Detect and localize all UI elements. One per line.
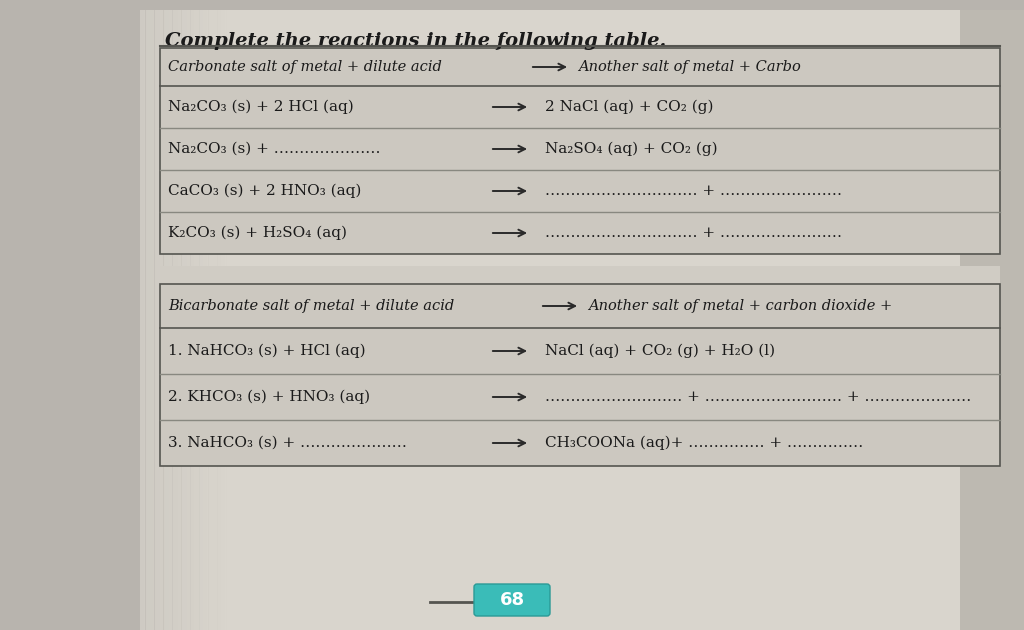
Bar: [160, 48, 1000, 254]
Bar: [200, 10, 202, 630]
Text: ………………………… + ……………………: ………………………… + ……………………: [545, 226, 842, 240]
Bar: [160, 10, 162, 630]
Bar: [172, 10, 174, 630]
Bar: [181, 10, 183, 630]
Bar: [162, 10, 164, 630]
Bar: [151, 10, 153, 630]
Text: 3. NaHCO₃ (s) + …………………: 3. NaHCO₃ (s) + …………………: [168, 436, 407, 450]
Bar: [216, 10, 218, 630]
Bar: [217, 10, 219, 630]
Text: K₂CO₃ (s) + H₂SO₄ (aq): K₂CO₃ (s) + H₂SO₄ (aq): [168, 226, 347, 240]
Text: 2. KHCO₃ (s) + HNO₃ (aq): 2. KHCO₃ (s) + HNO₃ (aq): [168, 390, 370, 404]
Text: ………………………… + ……………………: ………………………… + ……………………: [545, 184, 842, 198]
Bar: [210, 10, 212, 630]
Bar: [228, 10, 230, 630]
Bar: [221, 10, 223, 630]
Bar: [176, 10, 178, 630]
Bar: [196, 10, 198, 630]
Text: 2 NaCl (aq) + CO₂ (g): 2 NaCl (aq) + CO₂ (g): [545, 100, 714, 114]
Text: Carbonate salt of metal + dilute acid: Carbonate salt of metal + dilute acid: [168, 60, 442, 74]
Bar: [158, 10, 160, 630]
Bar: [145, 10, 147, 630]
Bar: [193, 10, 195, 630]
Bar: [140, 10, 142, 630]
Bar: [209, 10, 210, 630]
Bar: [165, 10, 167, 630]
Bar: [147, 10, 150, 630]
Bar: [198, 10, 200, 630]
Bar: [188, 10, 190, 630]
Text: 1. NaHCO₃ (s) + HCl (aq): 1. NaHCO₃ (s) + HCl (aq): [168, 344, 366, 358]
Bar: [185, 10, 187, 630]
Bar: [961, 10, 1024, 630]
Bar: [167, 10, 169, 630]
Bar: [171, 10, 173, 630]
Bar: [143, 10, 145, 630]
Text: 68: 68: [500, 591, 524, 609]
Bar: [194, 10, 196, 630]
Bar: [183, 10, 185, 630]
Text: Another salt of metal + Carbo: Another salt of metal + Carbo: [578, 60, 801, 74]
Text: Another salt of metal + carbon dioxide +: Another salt of metal + carbon dioxide +: [588, 299, 892, 313]
Text: Na₂CO₃ (s) + 2 HCl (aq): Na₂CO₃ (s) + 2 HCl (aq): [168, 100, 353, 114]
Bar: [203, 10, 205, 630]
Bar: [207, 10, 209, 630]
Text: Complete the reactions in the following table.: Complete the reactions in the following …: [165, 32, 667, 50]
Bar: [140, 10, 1024, 630]
Bar: [186, 10, 188, 630]
Text: NaCl (aq) + CO₂ (g) + H₂O (l): NaCl (aq) + CO₂ (g) + H₂O (l): [545, 344, 775, 358]
Bar: [179, 10, 181, 630]
Text: CaCO₃ (s) + 2 HNO₃ (aq): CaCO₃ (s) + 2 HNO₃ (aq): [168, 184, 361, 198]
Text: CH₃COONa (aq)+ …………… + ……………: CH₃COONa (aq)+ …………… + ……………: [545, 436, 863, 450]
Bar: [226, 10, 228, 630]
Bar: [157, 10, 158, 630]
FancyBboxPatch shape: [474, 584, 550, 616]
Bar: [201, 10, 203, 630]
Bar: [212, 10, 214, 630]
Bar: [205, 10, 207, 630]
Bar: [153, 10, 155, 630]
Bar: [160, 266, 1000, 284]
Bar: [224, 10, 226, 630]
Bar: [214, 10, 216, 630]
Text: Na₂CO₃ (s) + …………………: Na₂CO₃ (s) + …………………: [168, 142, 381, 156]
Bar: [150, 10, 151, 630]
Text: ……………………… + ……………………… + …………………: ……………………… + ……………………… + …………………: [545, 390, 971, 404]
Bar: [223, 10, 225, 630]
Bar: [140, 10, 1024, 630]
Bar: [190, 10, 193, 630]
Bar: [164, 10, 166, 630]
Bar: [174, 10, 176, 630]
Bar: [219, 10, 221, 630]
Bar: [155, 10, 157, 630]
Bar: [141, 10, 143, 630]
Bar: [178, 10, 180, 630]
Text: Na₂SO₄ (aq) + CO₂ (g): Na₂SO₄ (aq) + CO₂ (g): [545, 142, 718, 156]
Bar: [169, 10, 171, 630]
Bar: [160, 284, 1000, 466]
Text: Bicarbonate salt of metal + dilute acid: Bicarbonate salt of metal + dilute acid: [168, 299, 455, 313]
